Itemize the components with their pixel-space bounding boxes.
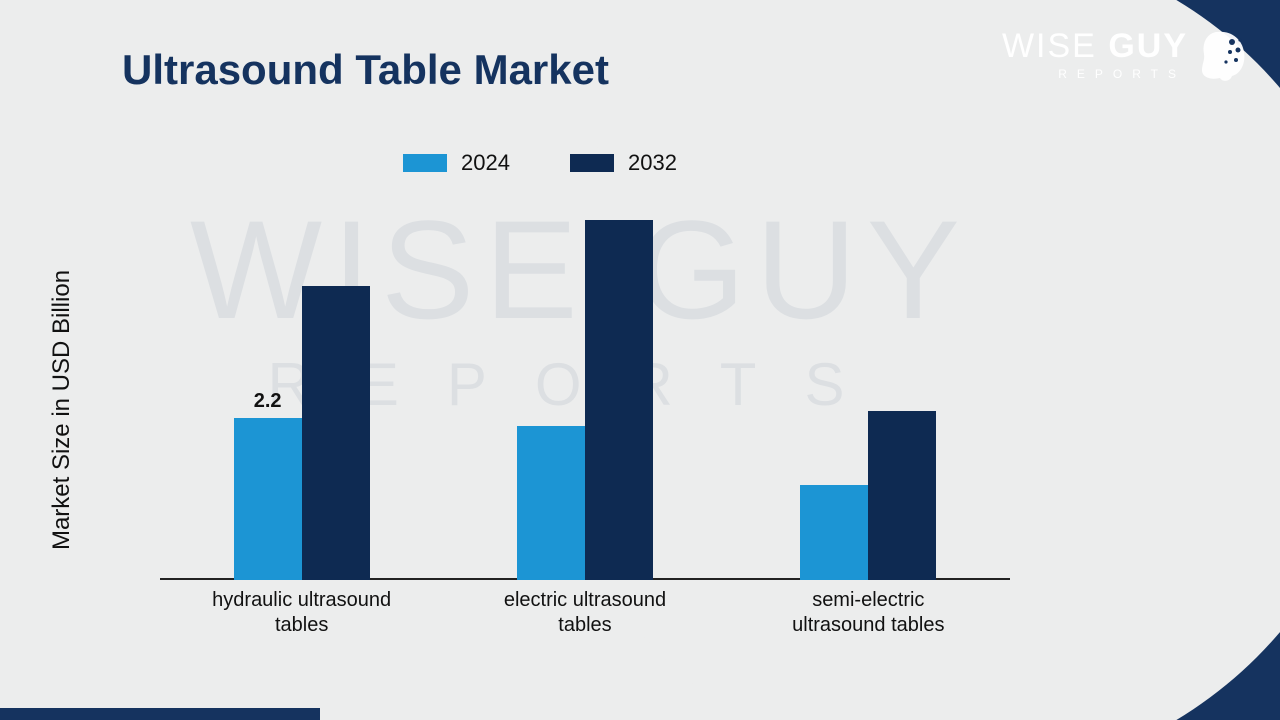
bar-groups: 2.2hydraulic ultrasound tables electric u…	[160, 198, 1010, 580]
bottom-accent-bar	[0, 708, 320, 720]
bar	[585, 220, 653, 580]
brand-logo: WISE GUY REPORTS	[1002, 28, 1250, 82]
chart-canvas: WISE GUY REPORTS WISE GUY REPORTS Ultras…	[0, 0, 1280, 720]
chart-title: Ultrasound Table Market	[122, 46, 609, 94]
logo-text-a: WISE	[1002, 27, 1097, 65]
bar	[302, 286, 370, 580]
bar	[517, 426, 585, 580]
bar-group: semi-electric ultrasound tables	[768, 198, 968, 580]
bar-group: 2.2hydraulic ultrasound tables	[202, 198, 402, 580]
legend-swatch-2024	[403, 154, 447, 172]
logo-subtext: REPORTS	[1002, 67, 1186, 81]
legend-label-2032: 2032	[628, 150, 677, 176]
y-axis-label: Market Size in USD Billion	[48, 270, 76, 550]
bar: 2.2	[234, 418, 302, 580]
legend-label-2024: 2024	[461, 150, 510, 176]
legend-item: 2024	[403, 150, 510, 176]
category-label: electric ultrasound tables	[495, 588, 675, 638]
legend-item: 2032	[570, 150, 677, 176]
category-label: semi-electric ultrasound tables	[778, 588, 958, 638]
legend-swatch-2032	[570, 154, 614, 172]
category-label: hydraulic ultrasound tables	[212, 588, 392, 638]
bar	[868, 411, 936, 580]
head-icon	[1196, 28, 1250, 82]
legend: 2024 2032	[70, 150, 1010, 176]
plot-area: 2.2hydraulic ultrasound tables electric u…	[160, 198, 1010, 580]
logo-text-b: GUY	[1108, 27, 1188, 65]
bar-group: electric ultrasound tables	[485, 198, 685, 580]
bar-value-label: 2.2	[254, 390, 282, 413]
chart-area: Market Size in USD Billion 2024 2032 2.2…	[70, 150, 1010, 670]
bar	[800, 485, 868, 581]
